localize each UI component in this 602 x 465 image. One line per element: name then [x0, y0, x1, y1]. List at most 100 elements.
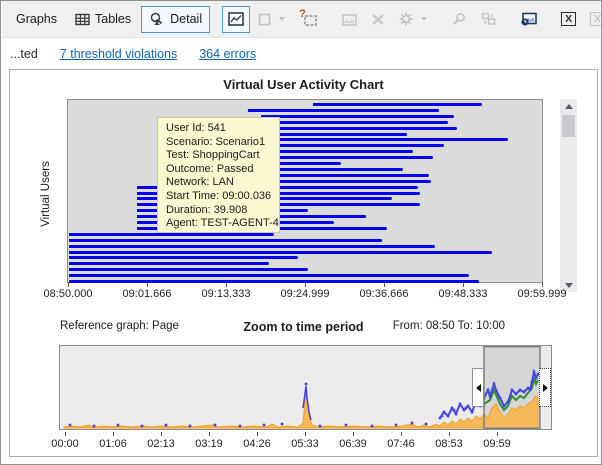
x-axis-tick-label: 09:13.333	[201, 288, 251, 300]
virtual-user-bar[interactable]	[69, 268, 309, 272]
zoom-period-title: Zoom to time period	[243, 320, 364, 334]
x-axis-tick-label: 09:01.666	[122, 288, 172, 300]
tooltip-line: User Id: 541	[166, 122, 226, 134]
x-axis-tick	[68, 283, 69, 287]
toolbar: Graphs Tables Detail	[2, 1, 601, 38]
virtual-user-bar[interactable]	[69, 280, 479, 283]
tables-grid-icon	[75, 13, 90, 26]
tooltip-line: Duration: 39.908	[166, 203, 248, 216]
reference-axis-tick-label: 02:13	[147, 438, 175, 450]
virtual-user-bar[interactable]	[194, 144, 445, 148]
reference-axis-tick-label: 06:39	[339, 438, 367, 450]
reference-axis-tick-label: 00:00	[51, 438, 79, 450]
settings-button	[393, 6, 433, 33]
errors-link[interactable]: 364 errors	[199, 46, 257, 61]
virtual-user-bar[interactable]	[69, 244, 435, 248]
x-axis-tick-label: 08:50.000	[43, 288, 93, 300]
reference-graph-plot[interactable]	[59, 345, 552, 430]
tooltip-line: Scenario: Scenario1	[166, 135, 266, 148]
reference-axis-tick	[497, 432, 498, 436]
detail-button-label: Detail	[170, 12, 203, 26]
virtual-user-activity-plot[interactable]	[67, 99, 543, 283]
x-axis-tick-label: 09:48.333	[438, 288, 488, 300]
reference-axis-tick-label: 03:19	[195, 438, 223, 450]
virtual-user-bar[interactable]	[261, 114, 455, 118]
virtual-user-bar[interactable]	[69, 274, 470, 278]
new-image-button	[335, 6, 363, 33]
x-axis-tick	[384, 283, 385, 287]
reference-graph-header: Reference graph: Page Zoom to time perio…	[10, 320, 597, 336]
image-clock-icon	[520, 12, 537, 26]
selection-right-handle[interactable]	[539, 368, 551, 407]
reference-axis-tick	[401, 432, 402, 436]
reference-axis-tick	[257, 432, 258, 436]
zoom-search-button	[445, 6, 473, 33]
virtual-user-bar[interactable]	[228, 173, 430, 177]
shape-dropdown-button	[252, 6, 291, 33]
tables-button-label: Tables	[95, 12, 132, 26]
virtual-user-bar[interactable]	[173, 126, 457, 130]
threshold-violations-link[interactable]: 7 threshold violations	[59, 46, 178, 61]
reference-axis-tick	[113, 432, 114, 436]
scroll-down-button[interactable]	[560, 278, 577, 292]
virtual-user-bar[interactable]	[234, 179, 432, 183]
virtual-user-bar[interactable]	[167, 120, 448, 124]
chevron-down-icon	[279, 17, 286, 21]
scroll-up-button[interactable]	[560, 99, 577, 113]
x-axis-tick-label: 09:36.666	[359, 288, 409, 300]
tooltip-line: Agent: TEST-AGENT-4	[166, 217, 279, 230]
virtual-user-bar[interactable]	[187, 138, 509, 142]
excel-export-button[interactable]: X	[555, 6, 582, 33]
chart-title: Virtual User Activity Chart	[223, 77, 384, 92]
reference-axis-tick-label: 05:33	[291, 438, 319, 450]
delete-x-icon	[371, 13, 385, 26]
reference-axis-tick	[65, 432, 66, 436]
virtual-user-bar[interactable]	[69, 262, 270, 266]
virtual-user-bar[interactable]	[207, 156, 433, 160]
detail-button[interactable]: Detail	[141, 5, 211, 33]
y-axis-label: Virtual Users	[40, 161, 52, 227]
x-axis-tick	[542, 283, 543, 287]
reference-axis-tick	[305, 432, 306, 436]
graphs-button[interactable]: Graphs	[8, 6, 65, 33]
scrollbar-track[interactable]	[560, 113, 577, 278]
virtual-user-bar[interactable]	[69, 238, 382, 242]
chart-view-toggle-button[interactable]	[222, 5, 251, 33]
virtual-user-bar[interactable]	[69, 250, 492, 254]
virtual-user-bar[interactable]	[221, 167, 403, 171]
arrow-down-icon	[564, 282, 573, 288]
chart-toggle-icon	[228, 12, 244, 26]
delete-button	[365, 6, 391, 33]
virtual-user-bar[interactable]	[312, 103, 483, 106]
reference-axis-tick	[353, 432, 354, 436]
status-bar: ...ted 7 threshold violations 364 errors	[2, 39, 600, 68]
virtual-user-bar[interactable]	[201, 150, 413, 154]
virtual-user-bar[interactable]	[69, 256, 298, 260]
zoom-search-icon	[451, 12, 467, 26]
tooltip-line: Test: ShoppingCart	[166, 149, 260, 162]
tables-button[interactable]: Tables	[67, 6, 139, 33]
excel-export-dropdown-icon: X	[590, 12, 601, 26]
tooltip-line: Outcome: Passed	[166, 162, 254, 175]
excel-export-icon: X	[561, 12, 577, 26]
reference-axis-tick-label: 08:53	[435, 438, 463, 450]
vertical-scrollbar[interactable]	[560, 99, 577, 292]
time-image-button[interactable]	[514, 6, 543, 33]
compare-icon	[481, 12, 496, 26]
selection-left-handle[interactable]	[472, 368, 484, 407]
virtual-user-bar[interactable]	[180, 132, 407, 136]
status-truncated-text: ...ted	[10, 46, 38, 61]
new-graph-help-button[interactable]: ?	[293, 6, 323, 33]
detail-magnifier-icon	[149, 12, 165, 26]
reference-axis-tick-label: 01:06	[99, 438, 127, 450]
reference-graph-label: Reference graph: Page	[60, 320, 179, 332]
arrow-up-icon	[564, 103, 573, 109]
virtual-user-bar[interactable]	[248, 108, 440, 112]
chevron-down-icon	[421, 17, 428, 21]
chart-panel: Virtual User Activity Chart Virtual User…	[9, 69, 598, 457]
from-to-range-label: From: 08:50 To: 10:00	[392, 320, 505, 332]
datapoint-tooltip: User Id: 541 Scenario: Scenario1 Test: S…	[157, 117, 280, 233]
scrollbar-thumb[interactable]	[562, 115, 575, 137]
virtual-user-bar[interactable]	[69, 232, 275, 236]
